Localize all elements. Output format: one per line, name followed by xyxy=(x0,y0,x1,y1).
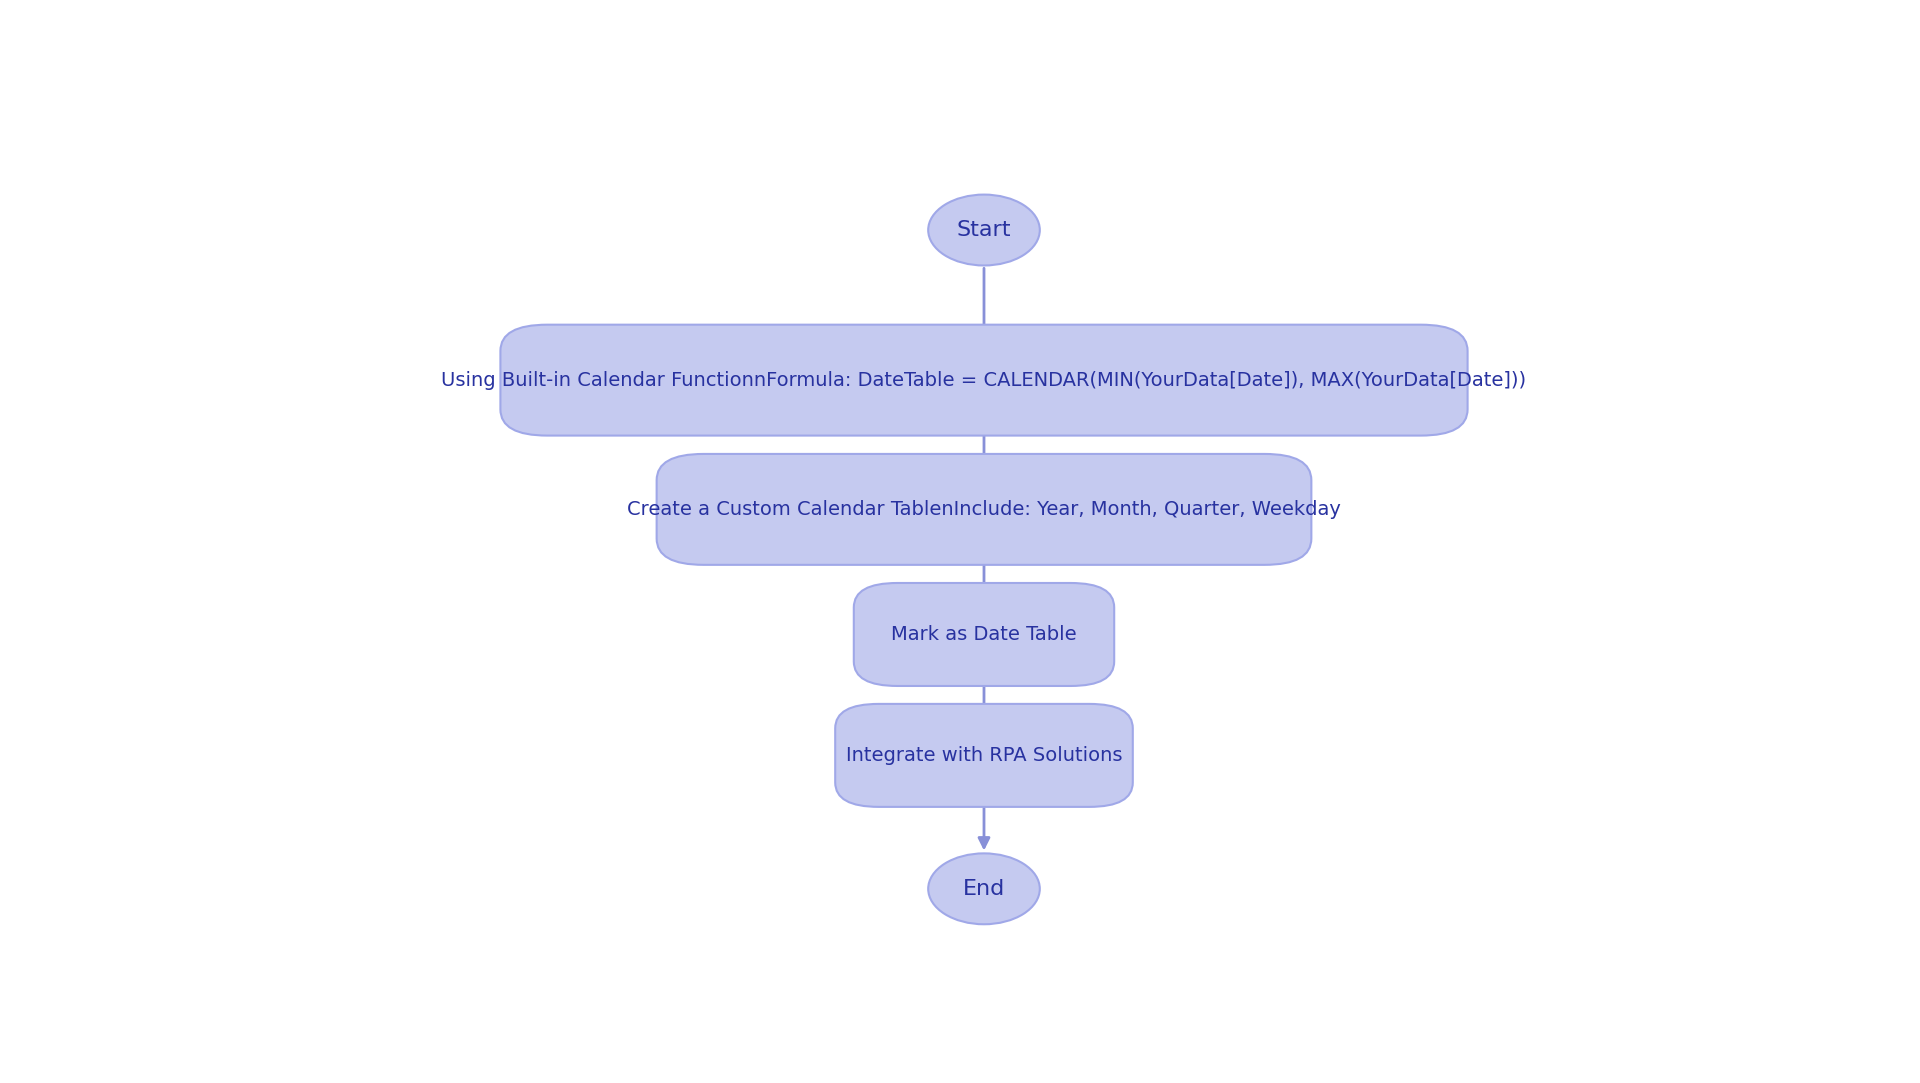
Ellipse shape xyxy=(927,195,1041,265)
FancyBboxPatch shape xyxy=(835,704,1133,807)
FancyBboxPatch shape xyxy=(657,454,1311,565)
Text: Using Built-in Calendar FunctionnFormula: DateTable = CALENDAR(MIN(YourData[Date: Using Built-in Calendar FunctionnFormula… xyxy=(442,370,1526,390)
FancyBboxPatch shape xyxy=(501,325,1467,435)
Ellipse shape xyxy=(927,853,1041,924)
Text: End: End xyxy=(962,878,1006,899)
Text: Start: Start xyxy=(956,220,1012,240)
FancyBboxPatch shape xyxy=(854,583,1114,686)
Text: Mark as Date Table: Mark as Date Table xyxy=(891,625,1077,644)
Text: Integrate with RPA Solutions: Integrate with RPA Solutions xyxy=(845,746,1123,765)
Text: Create a Custom Calendar TablenInclude: Year, Month, Quarter, Weekday: Create a Custom Calendar TablenInclude: … xyxy=(628,500,1340,519)
